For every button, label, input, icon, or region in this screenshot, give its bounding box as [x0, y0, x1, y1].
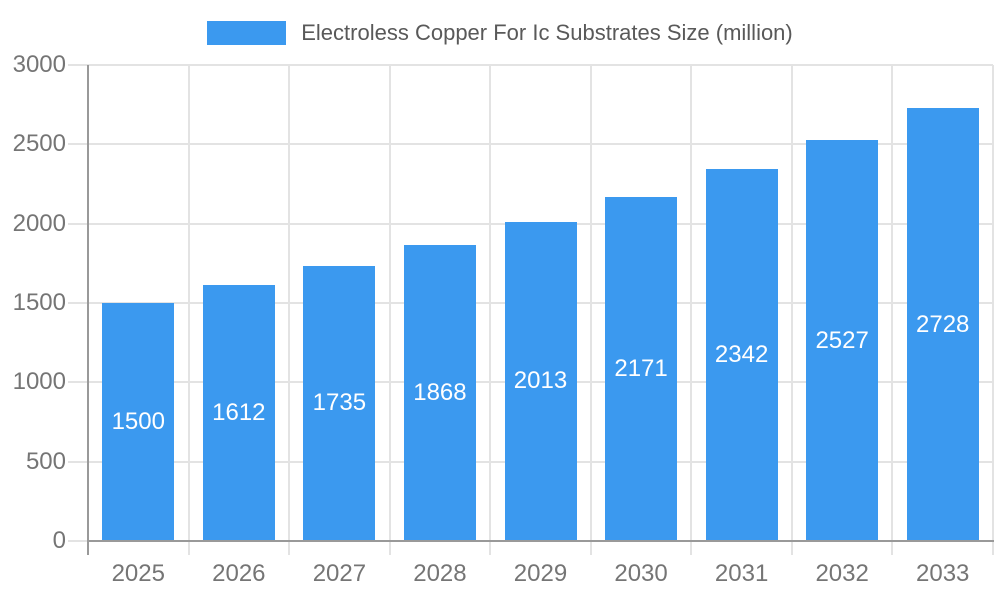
x-axis-label-2025: 2025 — [111, 560, 165, 587]
bar-value-label: 2013 — [513, 367, 568, 395]
x-axis-tick — [891, 541, 894, 555]
x-axis-label-2033: 2033 — [916, 560, 970, 587]
y-axis-label: 2500 — [12, 130, 66, 158]
bar-value-label: 1735 — [312, 389, 367, 417]
x-gridline — [489, 65, 492, 541]
bar-2033: 2728 — [906, 108, 979, 541]
y-axis-tick — [68, 460, 88, 463]
bar-2025: 1500 — [102, 303, 175, 541]
bar-2027: 1735 — [303, 265, 376, 541]
x-axis-label-2030: 2030 — [614, 560, 668, 587]
y-axis-tick — [68, 302, 88, 304]
bar-value-label: 1612 — [212, 399, 266, 427]
y-gridline — [88, 143, 993, 146]
x-gridline — [690, 65, 693, 541]
x-axis-tick — [388, 541, 391, 555]
y-axis-tick — [68, 540, 88, 542]
x-axis-tick — [489, 541, 492, 555]
x-axis-line — [87, 540, 994, 542]
x-gridline — [992, 65, 994, 541]
y-axis-tick — [68, 64, 88, 66]
y-axis-label: 1000 — [12, 368, 66, 396]
x-gridline — [187, 65, 190, 541]
y-axis-label: 0 — [52, 527, 66, 554]
x-gridline — [790, 65, 793, 541]
bar-2031: 2342 — [705, 169, 778, 541]
x-axis-tick — [992, 541, 994, 555]
x-axis-tick — [690, 541, 693, 555]
legend-swatch — [207, 21, 287, 45]
x-axis-label-2032: 2032 — [815, 560, 869, 587]
bar-2029: 2013 — [504, 221, 577, 541]
y-axis-tick — [68, 222, 88, 225]
x-axis-tick — [187, 541, 190, 555]
bar-value-label: 2728 — [916, 310, 970, 338]
legend-label: Electroless Copper For Ic Substrates Siz… — [301, 20, 793, 45]
x-axis-tick — [288, 541, 291, 555]
y-axis-label: 1500 — [12, 289, 66, 316]
x-axis-tick — [589, 541, 592, 555]
x-axis-label-2027: 2027 — [312, 560, 367, 587]
chart-legend: Electroless Copper For Ic Substrates Siz… — [0, 14, 1000, 52]
bar-value-label: 1868 — [413, 378, 467, 406]
y-axis-label: 500 — [25, 447, 66, 475]
y-axis-tick — [68, 143, 88, 146]
y-axis-label: 2000 — [12, 209, 66, 237]
bar-value-label: 1500 — [111, 408, 165, 435]
x-axis-label-2031: 2031 — [714, 560, 769, 587]
bar-value-label: 2342 — [714, 341, 769, 369]
bar-value-label: 2171 — [614, 354, 668, 382]
bar-2026: 1612 — [202, 285, 275, 541]
x-gridline — [288, 65, 291, 541]
y-axis-line — [87, 65, 89, 555]
x-axis-tick — [790, 541, 793, 555]
x-axis-label-2028: 2028 — [413, 560, 467, 587]
x-gridline — [891, 65, 894, 541]
bar-2030: 2171 — [605, 196, 678, 541]
y-axis-tick — [68, 381, 88, 384]
y-axis-label: 3000 — [12, 51, 66, 78]
bar-2032: 2527 — [806, 140, 879, 541]
x-axis-label-2029: 2029 — [513, 560, 568, 587]
y-gridline — [88, 64, 993, 66]
bar-2028: 1868 — [403, 244, 476, 541]
x-axis-label-2026: 2026 — [212, 560, 266, 587]
x-gridline — [388, 65, 391, 541]
x-gridline — [589, 65, 592, 541]
bar-value-label: 2527 — [815, 326, 869, 354]
